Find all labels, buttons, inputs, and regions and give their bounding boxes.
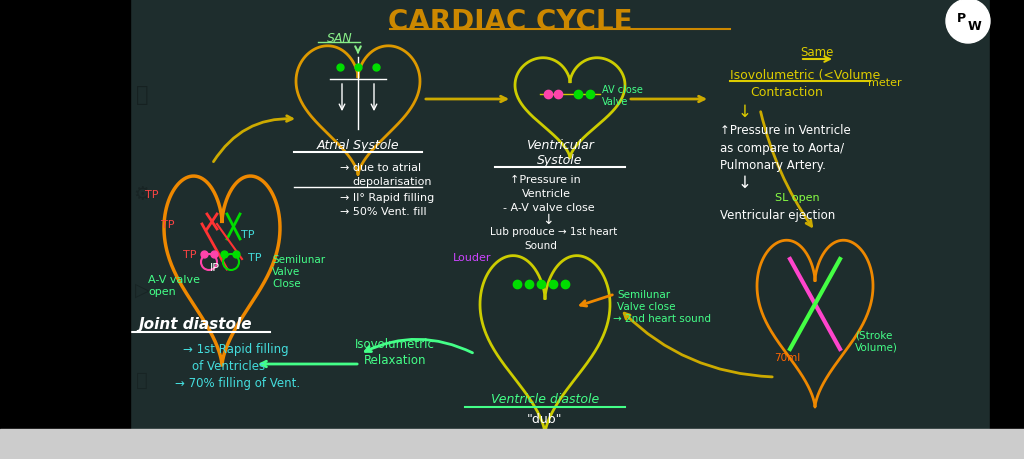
Text: 70ml: 70ml: [774, 352, 800, 362]
Text: TP: TP: [242, 230, 255, 240]
Text: ⚙: ⚙: [133, 185, 151, 204]
Text: Contraction: Contraction: [750, 85, 823, 98]
Text: of Ventricles: of Ventricles: [193, 360, 265, 373]
Text: → due to atrial: → due to atrial: [340, 162, 421, 173]
Text: Valve close: Valve close: [617, 302, 676, 311]
Text: (Stroke: (Stroke: [855, 329, 892, 339]
Text: → II° Rapid filling: → II° Rapid filling: [340, 193, 434, 202]
Text: Atrial Systole: Atrial Systole: [316, 138, 399, 151]
Text: CARDIAC CYCLE: CARDIAC CYCLE: [388, 8, 632, 36]
Text: Pulmonary Artery.: Pulmonary Artery.: [720, 158, 826, 171]
Text: as compare to Aorta/: as compare to Aorta/: [720, 141, 844, 154]
Text: 🏺: 🏺: [136, 85, 148, 105]
Text: Volume): Volume): [855, 342, 898, 352]
Text: Louder: Louder: [453, 252, 492, 263]
Text: A-V valve: A-V valve: [148, 274, 200, 285]
Text: ↑Pressure in Ventricle: ↑Pressure in Ventricle: [720, 123, 851, 136]
Text: P: P: [956, 11, 966, 24]
Text: Systole: Systole: [538, 153, 583, 166]
Text: Joint diastole: Joint diastole: [138, 317, 252, 332]
Text: Isovolumetric (<Volume: Isovolumetric (<Volume: [730, 68, 881, 81]
Text: → 2nd heart sound: → 2nd heart sound: [613, 313, 711, 323]
Text: AV close: AV close: [602, 85, 643, 95]
Text: Valve: Valve: [272, 266, 300, 276]
Text: ↓: ↓: [738, 174, 752, 191]
Text: SL open: SL open: [775, 193, 819, 202]
Text: - A-V valve close: - A-V valve close: [503, 202, 595, 213]
Text: Ventricular: Ventricular: [526, 138, 594, 151]
Text: ▷: ▷: [134, 280, 150, 299]
Text: IP: IP: [210, 263, 220, 272]
Bar: [0, 429, 1024, 459]
Text: Semilunar: Semilunar: [272, 254, 326, 264]
Text: TP: TP: [145, 190, 159, 200]
Text: Close: Close: [272, 279, 301, 288]
Text: → 50% Vent. fill: → 50% Vent. fill: [340, 207, 427, 217]
Text: ↓: ↓: [738, 103, 752, 121]
Text: → 70% filling of Vent.: → 70% filling of Vent.: [175, 377, 300, 390]
Text: open: open: [148, 286, 176, 297]
Text: Relaxation: Relaxation: [364, 353, 426, 366]
Text: SAN: SAN: [327, 31, 353, 45]
Text: Ventricle diastole: Ventricle diastole: [490, 392, 599, 406]
Text: TP: TP: [248, 252, 262, 263]
Text: TP: TP: [183, 249, 197, 259]
Text: Sound: Sound: [524, 241, 557, 251]
Circle shape: [946, 0, 990, 44]
Text: Same: Same: [800, 45, 834, 58]
Bar: [0, 0, 130, 459]
Text: ↓: ↓: [542, 213, 554, 226]
Text: Valve: Valve: [602, 97, 629, 107]
Text: Semilunar: Semilunar: [617, 289, 670, 299]
Bar: [990, 0, 1024, 459]
Text: meter: meter: [868, 78, 901, 88]
Text: "dub": "dub": [527, 413, 563, 425]
Text: → 1st Rapid filling: → 1st Rapid filling: [183, 343, 289, 356]
Text: TP: TP: [161, 219, 175, 230]
Text: Ventricular ejection: Ventricular ejection: [720, 208, 836, 221]
Text: 📊: 📊: [136, 369, 147, 389]
Text: depolarisation: depolarisation: [352, 177, 431, 187]
Text: Isovolumetric: Isovolumetric: [355, 338, 435, 351]
Text: ↑Pressure in: ↑Pressure in: [510, 174, 581, 185]
Text: Ventricle: Ventricle: [522, 189, 571, 199]
Text: W: W: [968, 19, 982, 33]
Text: Lub produce → 1st heart: Lub produce → 1st heart: [490, 226, 617, 236]
